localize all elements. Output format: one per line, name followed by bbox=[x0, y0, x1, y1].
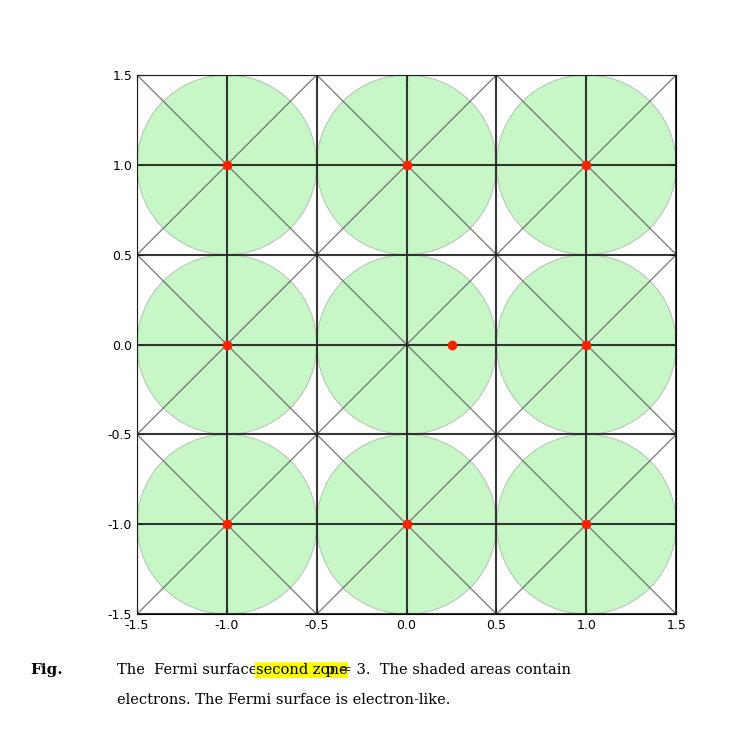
Circle shape bbox=[317, 75, 496, 255]
Circle shape bbox=[0, 614, 137, 749]
Circle shape bbox=[137, 0, 317, 75]
Circle shape bbox=[676, 0, 753, 75]
Text: second zone: second zone bbox=[256, 663, 348, 677]
Circle shape bbox=[676, 255, 753, 434]
Circle shape bbox=[496, 434, 676, 614]
Circle shape bbox=[496, 614, 676, 749]
Circle shape bbox=[0, 0, 137, 75]
Circle shape bbox=[496, 0, 676, 75]
Circle shape bbox=[137, 614, 317, 749]
Circle shape bbox=[676, 614, 753, 749]
Circle shape bbox=[137, 255, 317, 434]
Circle shape bbox=[0, 255, 137, 434]
Text: .  p = 3.  The shaded areas contain: . p = 3. The shaded areas contain bbox=[312, 663, 572, 677]
Circle shape bbox=[676, 75, 753, 255]
Circle shape bbox=[317, 434, 496, 614]
Circle shape bbox=[0, 434, 137, 614]
Circle shape bbox=[496, 75, 676, 255]
Circle shape bbox=[317, 0, 496, 75]
Text: Fig.: Fig. bbox=[30, 663, 62, 677]
Circle shape bbox=[317, 614, 496, 749]
Circle shape bbox=[676, 434, 753, 614]
Circle shape bbox=[0, 75, 137, 255]
Text: The  Fermi surface in the: The Fermi surface in the bbox=[117, 663, 309, 677]
Text: electrons. The Fermi surface is electron-like.: electrons. The Fermi surface is electron… bbox=[117, 693, 450, 707]
Circle shape bbox=[317, 255, 496, 434]
Circle shape bbox=[496, 255, 676, 434]
Circle shape bbox=[137, 75, 317, 255]
Circle shape bbox=[137, 434, 317, 614]
